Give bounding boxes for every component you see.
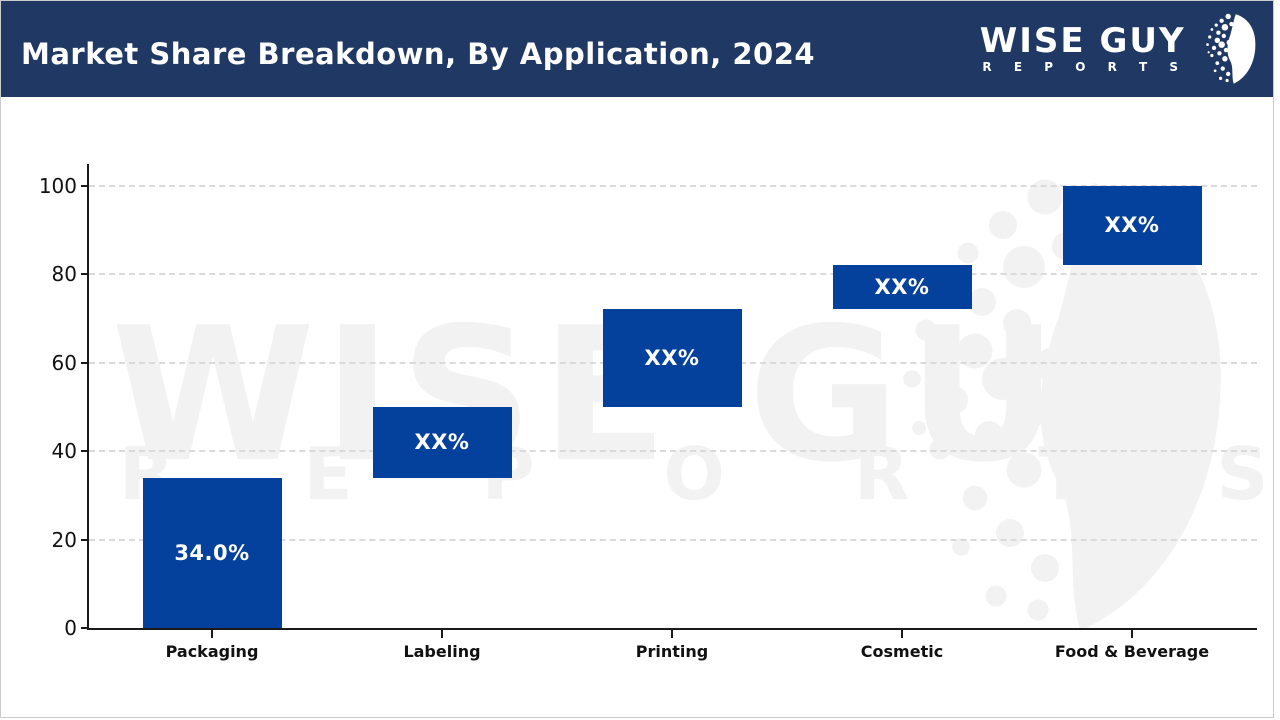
y-tick-label: 100 <box>38 173 77 198</box>
gridline <box>89 184 1257 187</box>
x-tick-mark <box>441 630 443 638</box>
y-tick-mark <box>81 627 89 629</box>
y-axis <box>87 164 89 630</box>
gridline <box>89 273 1257 275</box>
gridline <box>89 450 1257 452</box>
header-bar: Market Share Breakdown, By Application, … <box>1 1 1273 97</box>
y-tick-label: 20 <box>51 527 77 552</box>
bar-value-label: 34.0% <box>174 540 250 565</box>
logo-wordmark: WISE GUY <box>979 21 1186 61</box>
y-tick-mark <box>81 184 89 187</box>
y-tick-mark <box>81 538 89 541</box>
wiseguy-logo: WISE GUY R E P O R T S <box>978 9 1259 89</box>
bar-value-label: XX% <box>874 275 930 300</box>
bar-food-beverage: XX% <box>1062 185 1202 266</box>
bar-value-label: XX% <box>1104 213 1160 238</box>
gridline <box>89 538 1257 541</box>
x-tick-mark <box>211 630 213 638</box>
y-tick-mark <box>81 361 89 364</box>
x-tick-label: Packaging <box>165 642 259 661</box>
y-tick-label: 80 <box>51 262 77 286</box>
y-tick-label: 40 <box>51 439 77 463</box>
y-tick-mark <box>81 450 89 452</box>
x-tick-label: Food & Beverage <box>1054 642 1210 661</box>
x-tick-mark <box>1131 630 1133 638</box>
wiseguy-face-icon <box>1206 13 1256 84</box>
bar-cosmetic: XX% <box>832 265 972 310</box>
x-tick-mark <box>671 630 673 638</box>
bar-value-label: XX% <box>414 430 470 455</box>
bar-labeling: XX% <box>372 406 512 478</box>
bar-printing: XX% <box>602 309 742 407</box>
x-tick-mark <box>901 630 903 638</box>
bar-packaging: 34.0% <box>142 477 282 628</box>
chart-area: WISE GUY R E P O R T S <box>1 97 1273 717</box>
x-tick-label: Cosmetic <box>860 642 944 661</box>
logo-subtitle: R E P O R T S <box>982 60 1187 74</box>
x-axis <box>87 628 1257 630</box>
y-tick-label: 60 <box>51 350 77 375</box>
bar-value-label: XX% <box>644 346 700 371</box>
y-tick-mark <box>81 273 89 275</box>
chart-title: Market Share Breakdown, By Application, … <box>21 37 816 71</box>
x-tick-label: Labeling <box>403 642 481 661</box>
y-tick-label: 0 <box>64 616 77 640</box>
x-tick-label: Printing <box>635 642 709 661</box>
plot: 0 20 40 60 80 100 34.0% Packaging XX% Labeling XX%… <box>1 97 1273 717</box>
wiseguy-logo-text: WISE GUY R E P O R T S <box>978 23 1187 75</box>
